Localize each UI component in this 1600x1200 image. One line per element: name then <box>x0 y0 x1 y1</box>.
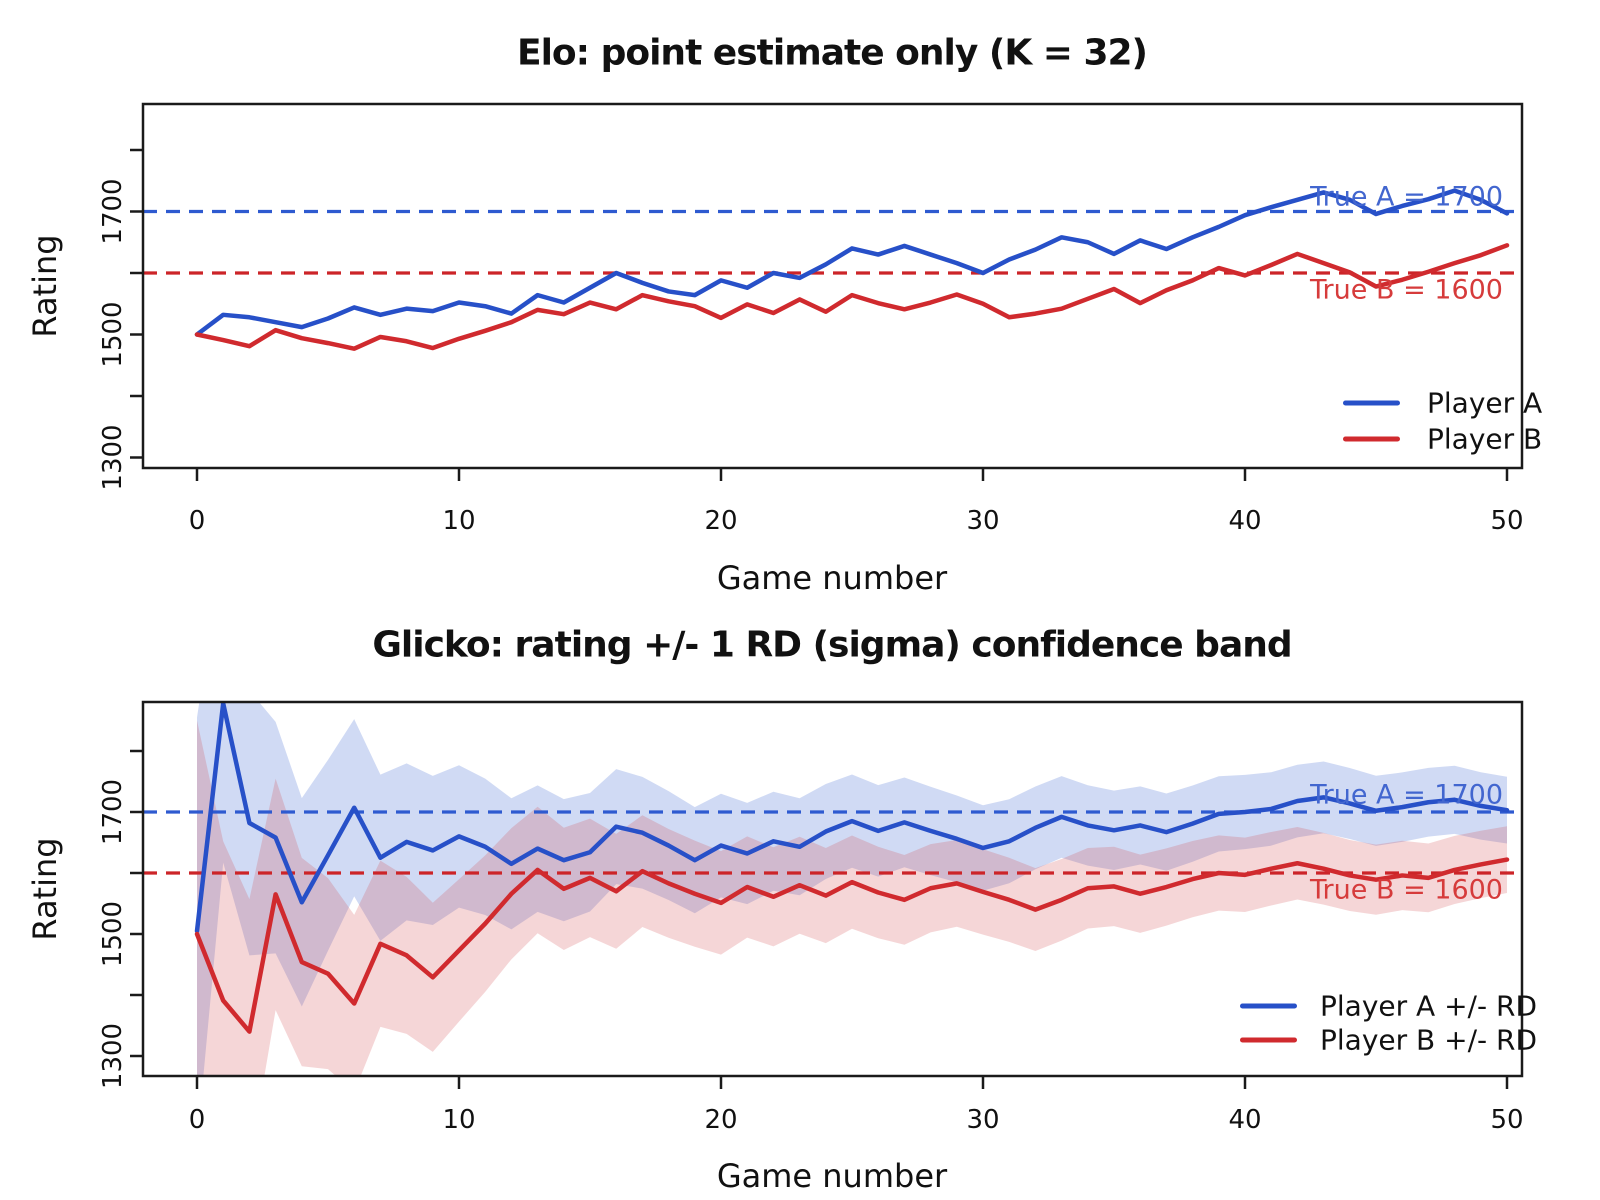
glicko-x-tick-label: 10 <box>442 1105 475 1135</box>
glicko-x-tick-label: 20 <box>704 1105 737 1135</box>
elo-y-tick-label: 1700 <box>98 178 128 244</box>
player-b-line-swatch <box>1343 436 1400 442</box>
elo-y-tick-label: 1500 <box>98 301 128 367</box>
glicko-x-tick-label: 40 <box>1228 1105 1261 1135</box>
glicko-y-axis-label: Rating <box>26 837 64 941</box>
elo-x-tick-label: 40 <box>1228 506 1261 536</box>
glicko-series-line-0 <box>194 702 1510 934</box>
glicko-y-tick-label: 1500 <box>98 901 128 967</box>
glicko-chart-title: Glicko: rating +/- 1 RD (sigma) confiden… <box>372 624 1292 666</box>
glicko-band-0 <box>197 702 1507 1076</box>
elo-plot-border <box>141 102 1524 470</box>
glicko-band-1 <box>197 720 1507 1076</box>
elo-x-tick-label: 20 <box>704 506 737 536</box>
legend-label: Player B +/- RD <box>1320 1023 1538 1057</box>
glicko-y-tick-label: 1300 <box>98 1023 128 1089</box>
elo-true-b-annotation: True B = 1600 <box>1310 274 1503 306</box>
legend-label: Player A <box>1427 386 1543 420</box>
elo-y-tick-label: 1300 <box>98 424 128 490</box>
glicko-x-tick-label: 30 <box>966 1105 999 1135</box>
elo-chart-title: Elo: point estimate only (K = 32) <box>517 32 1148 74</box>
glicko-series-line-1 <box>194 857 1510 1034</box>
glicko-true-b-annotation: True B = 1600 <box>1310 874 1503 906</box>
elo-plot-area <box>143 188 1522 351</box>
legend-label: Player B <box>1427 422 1543 456</box>
elo-x-tick-label: 30 <box>966 506 999 536</box>
glicko-true-a-annotation: True A = 1700 <box>1310 779 1503 811</box>
elo-legend-item-player-b: Player B <box>1343 423 1542 456</box>
player-a-line-swatch <box>1343 400 1400 406</box>
glicko-plot-area <box>143 702 1522 1076</box>
glicko-x-axis-label: Game number <box>716 1157 948 1195</box>
elo-y-axis-label: Rating <box>26 234 64 338</box>
elo-series-line-1 <box>194 243 1510 351</box>
glicko-plot-border <box>141 700 1524 1078</box>
glicko-y-tick-label: 1700 <box>98 779 128 845</box>
player-b-rd-line-swatch <box>1240 1037 1297 1043</box>
elo-x-axis-label: Game number <box>716 559 948 597</box>
glicko-legend-item-player-b: Player B +/- RD <box>1240 1024 1537 1057</box>
player-a-rd-line-swatch <box>1240 1003 1297 1009</box>
glicko-x-tick-label: 0 <box>189 1105 206 1135</box>
elo-true-a-annotation: True A = 1700 <box>1310 181 1503 213</box>
elo-x-tick-label: 0 <box>189 506 206 536</box>
elo-x-tick-label: 50 <box>1490 506 1523 536</box>
elo-series-line-0 <box>194 188 1510 337</box>
glicko-legend-item-player-a: Player A +/- RD <box>1240 990 1537 1023</box>
elo-legend-item-player-a: Player A <box>1343 387 1542 420</box>
glicko-x-tick-label: 50 <box>1490 1105 1523 1135</box>
elo-x-tick-label: 10 <box>442 506 475 536</box>
legend-label: Player A +/- RD <box>1320 989 1537 1023</box>
